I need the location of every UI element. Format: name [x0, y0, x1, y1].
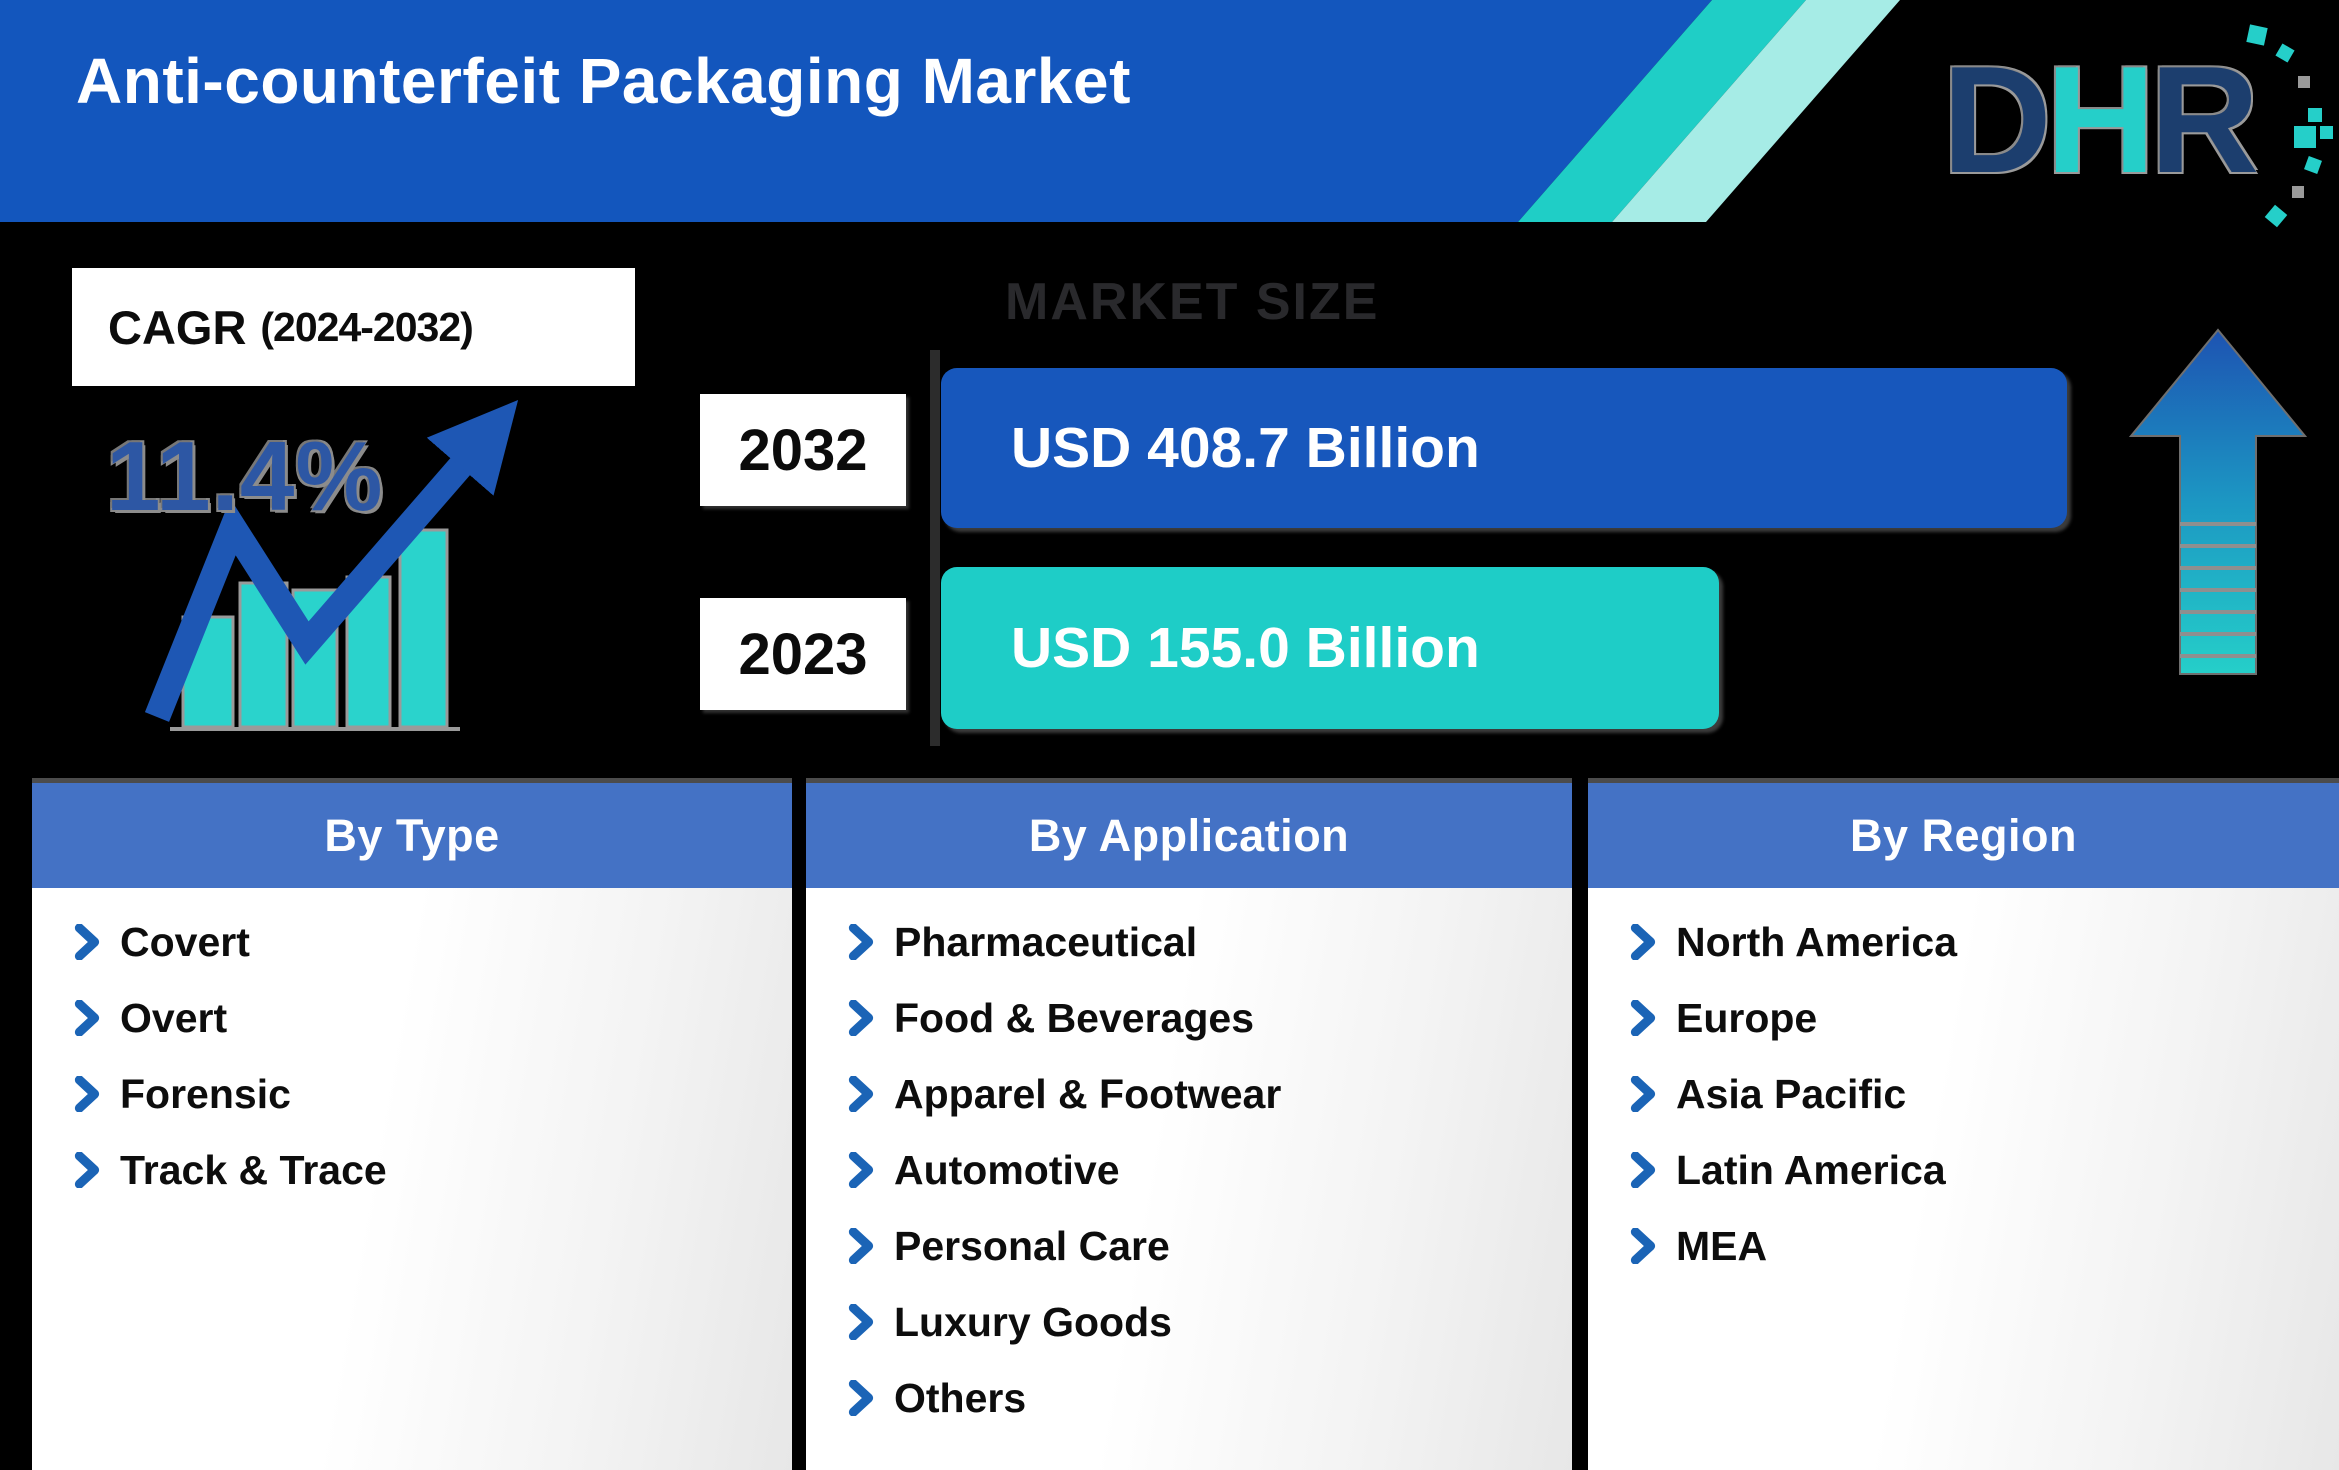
chevron-icon [848, 1304, 874, 1340]
chevron-icon [848, 1152, 874, 1188]
logo-letter-d: D [1942, 35, 2052, 205]
year-label-2032: 2032 [700, 394, 906, 506]
logo-dot [2308, 108, 2322, 122]
cagr-period: (2024-2032) [260, 303, 473, 350]
logo-dot [2320, 126, 2333, 139]
list-item: Personal Care [806, 1208, 1572, 1284]
logo-dot [2246, 24, 2268, 46]
bar-value-label: USD 408.7 Billion [1011, 416, 1480, 480]
header-banner [0, 0, 2339, 222]
list-item: Luxury Goods [806, 1284, 1572, 1360]
header-blue-band [0, 0, 1712, 222]
list-item-label: Asia Pacific [1676, 1070, 1907, 1117]
list-item-label: North America [1676, 918, 1957, 965]
list-item-label: Personal Care [894, 1222, 1170, 1269]
logo-dot [2298, 76, 2310, 88]
list-item-label: Apparel & Footwear [894, 1070, 1282, 1117]
list-item-label: Others [894, 1374, 1027, 1421]
page-title: Anti-counterfeit Packaging Market [76, 45, 1131, 117]
bar-value-label: USD 155.0 Billion [1011, 616, 1480, 680]
cagr-label: CAGR [108, 300, 247, 354]
chevron-icon [1630, 1228, 1656, 1264]
list-item: Others [806, 1360, 1572, 1436]
chevron-icon [74, 1000, 100, 1036]
chevron-icon [848, 924, 874, 960]
column-header-by-type: By Type [32, 778, 792, 888]
list-item: North America [1588, 904, 2339, 980]
column-by-type: By Type Covert Overt Forensic Track & Trace [32, 778, 792, 1470]
logo-dot [2294, 126, 2316, 148]
list-item: Overt [32, 980, 792, 1056]
column-header-by-region: By Region [1588, 778, 2339, 888]
list-item: Automotive [806, 1132, 1572, 1208]
chevron-icon [848, 1228, 874, 1264]
chevron-icon [1630, 1000, 1656, 1036]
list-item: Track & Trace [32, 1132, 792, 1208]
logo-letter-h: H [2045, 35, 2156, 205]
list-item: Latin America [1588, 1132, 2339, 1208]
dhr-logo: DHR [1942, 24, 2338, 228]
logo-dot [2292, 186, 2304, 198]
chevron-icon [1630, 1152, 1656, 1188]
logo-dot [2275, 43, 2295, 63]
chevron-icon [1630, 1076, 1656, 1112]
logo-dot [2264, 204, 2288, 228]
chevron-icon [848, 1076, 874, 1112]
chevron-icon [74, 924, 100, 960]
chevron-icon [1630, 924, 1656, 960]
list-item: Forensic [32, 1056, 792, 1132]
list-item-label: Covert [120, 918, 250, 965]
bar-chart-axis [930, 350, 940, 746]
chevron-icon [848, 1380, 874, 1416]
chevron-icon [848, 1000, 874, 1036]
list-item: Food & Beverages [806, 980, 1572, 1056]
chevron-icon [74, 1152, 100, 1188]
list-item-label: Europe [1676, 994, 1818, 1041]
logo-dot [2304, 156, 2322, 174]
year-label-2023: 2023 [700, 598, 906, 710]
list-item-label: Food & Beverages [894, 994, 1254, 1041]
list-item-label: Luxury Goods [894, 1298, 1172, 1345]
list-item: Apparel & Footwear [806, 1056, 1572, 1132]
list-item-label: Forensic [120, 1070, 291, 1117]
dhr-logo-letters: DHR [1942, 30, 2260, 210]
growth-arrow-icon [2128, 328, 2308, 675]
list-item-label: Automotive [894, 1146, 1120, 1193]
column-body-by-application: Pharmaceutical Food & Beverages Apparel & … [806, 888, 1572, 1470]
list-item: Covert [32, 904, 792, 980]
column-by-region: By Region North America Europe Asia Pacifi… [1588, 778, 2339, 1470]
column-header-by-application: By Application [806, 778, 1572, 888]
chevron-icon [74, 1076, 100, 1112]
trend-chart-graphic [144, 399, 519, 731]
list-item-label: Latin America [1676, 1146, 1946, 1193]
list-item: Asia Pacific [1588, 1056, 2339, 1132]
list-item-label: Track & Trace [120, 1146, 387, 1193]
list-item-label: Pharmaceutical [894, 918, 1198, 965]
list-item-label: Overt [120, 994, 228, 1041]
list-item: MEA [1588, 1208, 2339, 1284]
column-body-by-region: North America Europe Asia Pacific Latin Ame… [1588, 888, 2339, 1470]
logo-letter-r: R [2149, 35, 2260, 205]
column-body-by-type: Covert Overt Forensic Track & Trace [32, 888, 792, 1470]
list-item: Europe [1588, 980, 2339, 1056]
market-size-bar-2032: USD 408.7 Billion [941, 368, 2067, 528]
cagr-value: 11.4% [106, 421, 384, 531]
market-size-title: MARKET SIZE [1005, 273, 1380, 331]
list-item-label: MEA [1676, 1222, 1768, 1269]
cagr-box: CAGR (2024-2032) [72, 268, 635, 386]
list-item: Pharmaceutical [806, 904, 1572, 980]
market-size-bar-2023: USD 155.0 Billion [941, 567, 1719, 729]
column-by-application: By Application Pharmaceutical Food & Beve… [806, 778, 1572, 1470]
